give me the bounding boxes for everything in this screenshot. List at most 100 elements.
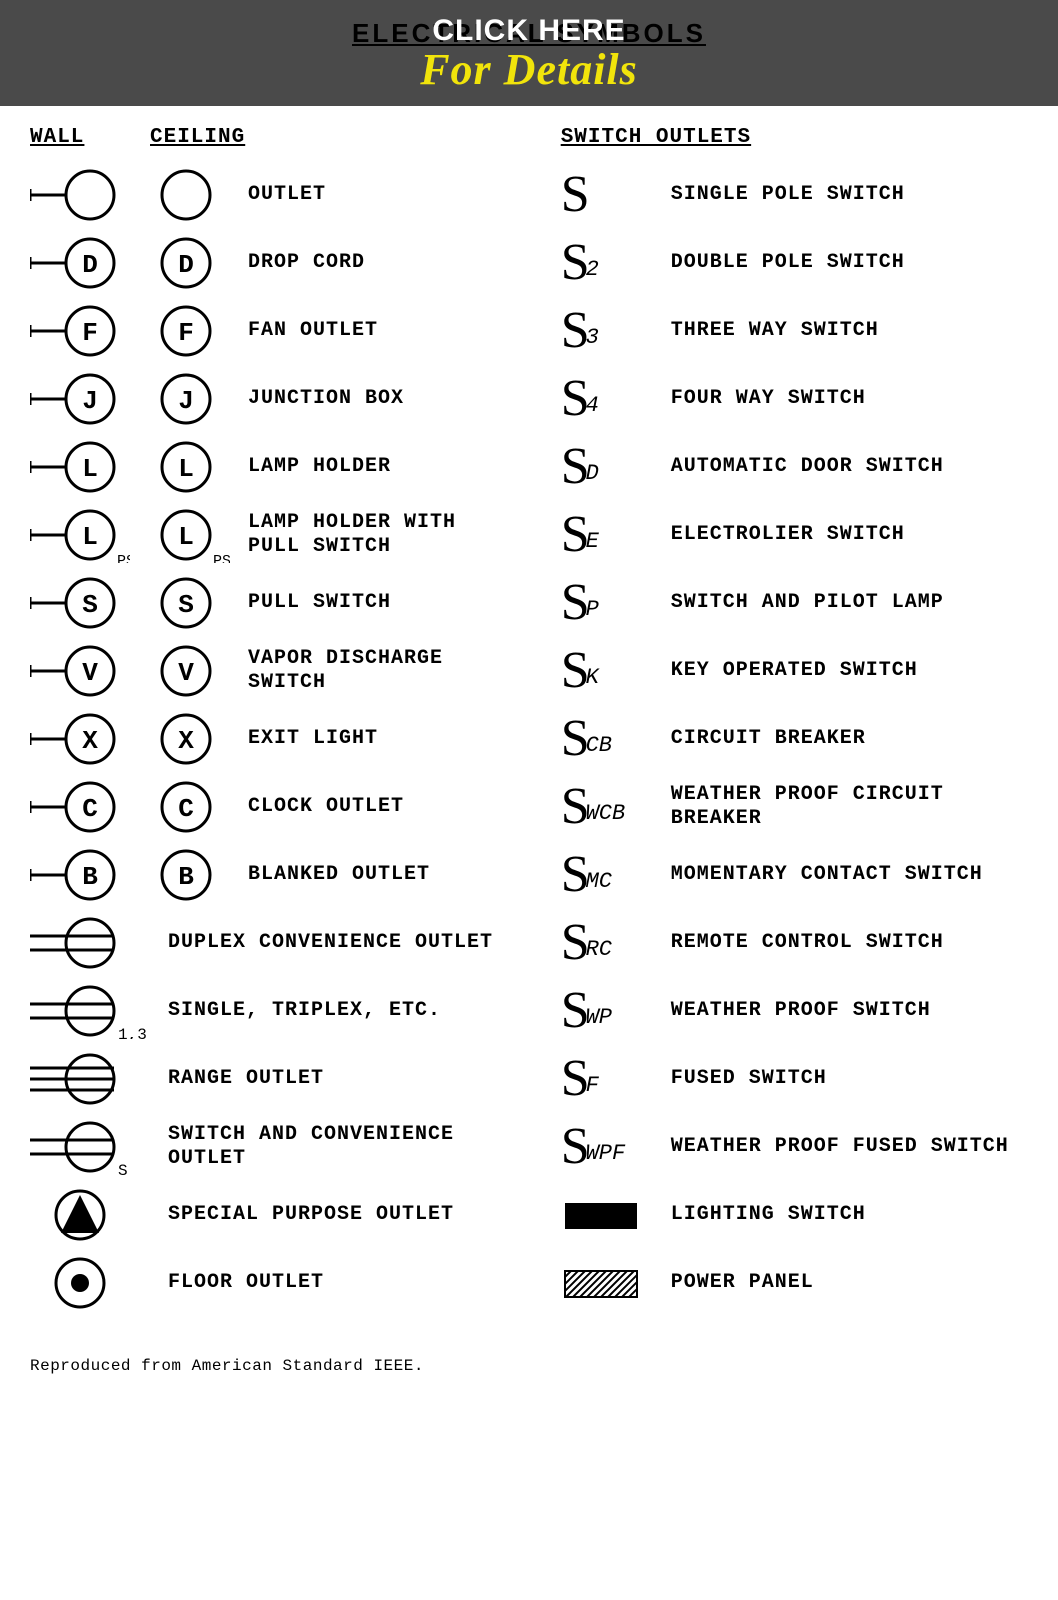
switch-label: KEY OPERATED SWITCH bbox=[661, 659, 1028, 683]
wall-symbol-icon: J bbox=[30, 371, 140, 427]
outlet-label: SPECIAL PURPOSE OUTLET bbox=[160, 1203, 521, 1227]
banner-click-here: CLICK HERE bbox=[0, 14, 1058, 48]
switch-row: SF FUSED SWITCH bbox=[561, 1045, 1028, 1113]
outlet-label: LAMP HOLDER bbox=[240, 455, 521, 479]
switch-row: SD AUTOMATIC DOOR SWITCH bbox=[561, 433, 1028, 501]
footer-attribution: Reproduced from American Standard IEEE. bbox=[30, 1357, 1028, 1375]
svg-text:L: L bbox=[178, 454, 194, 484]
svg-text:D: D bbox=[178, 250, 194, 280]
switch-symbol-icon: SK bbox=[561, 645, 661, 697]
outlet-column: WALL CEILING OUTLET D D DROP CORD F F bbox=[30, 126, 521, 1317]
ceiling-symbol-icon: LPS bbox=[140, 507, 240, 563]
switch-row: SWCB WEATHER PROOF CIRCUIT BREAKER bbox=[561, 773, 1028, 841]
switch-symbol-icon: SD bbox=[561, 441, 661, 493]
svg-text:X: X bbox=[82, 726, 98, 756]
switch-symbol-icon: SMC bbox=[561, 849, 661, 901]
svg-text:S: S bbox=[178, 590, 194, 620]
svg-text:L: L bbox=[82, 522, 98, 552]
wall-symbol-icon bbox=[30, 167, 140, 223]
wall-symbol-icon bbox=[30, 1051, 160, 1107]
outlet-label: EXIT LIGHT bbox=[240, 727, 521, 751]
ceiling-symbol-icon: B bbox=[140, 847, 240, 903]
outlet-row: V V VAPOR DISCHARGE SWITCH bbox=[30, 637, 521, 705]
ceiling-symbol-icon: F bbox=[140, 303, 240, 359]
svg-text:L: L bbox=[178, 522, 194, 552]
switch-row: S SINGLE POLE SWITCH bbox=[561, 161, 1028, 229]
switch-symbol-icon: SP bbox=[561, 577, 661, 629]
svg-text:F: F bbox=[178, 318, 194, 348]
switch-label: FUSED SWITCH bbox=[661, 1067, 1028, 1091]
wall-symbol-icon: L PS bbox=[30, 507, 140, 563]
switch-symbol-icon: SE bbox=[561, 509, 661, 561]
outlet-label: BLANKED OUTLET bbox=[240, 863, 521, 887]
svg-text:S: S bbox=[82, 590, 98, 620]
ceiling-symbol-icon: L bbox=[140, 439, 240, 495]
symbols-page: WALL CEILING OUTLET D D DROP CORD F F bbox=[0, 106, 1058, 1405]
switch-label: CIRCUIT BREAKER bbox=[661, 727, 1028, 751]
outlet-label: JUNCTION BOX bbox=[240, 387, 521, 411]
svg-text:B: B bbox=[82, 862, 98, 892]
ceiling-symbol-icon: X bbox=[140, 711, 240, 767]
wall-symbol-icon: 1,3 bbox=[30, 983, 160, 1039]
switch-label: WEATHER PROOF FUSED SWITCH bbox=[661, 1135, 1028, 1159]
outlet-row: 1,3 SINGLE, TRIPLEX, ETC. bbox=[30, 977, 521, 1045]
switch-symbol-icon: SWP bbox=[561, 985, 661, 1037]
svg-text:L: L bbox=[82, 454, 98, 484]
svg-text:C: C bbox=[82, 794, 98, 824]
outlet-row: X X EXIT LIGHT bbox=[30, 705, 521, 773]
switch-row: S2 DOUBLE POLE SWITCH bbox=[561, 229, 1028, 297]
header-wall: WALL bbox=[30, 126, 150, 149]
switch-symbol-icon: S4 bbox=[561, 373, 661, 425]
switch-row: S4 FOUR WAY SWITCH bbox=[561, 365, 1028, 433]
outlet-row: OUTLET bbox=[30, 161, 521, 229]
ceiling-symbol-icon: D bbox=[140, 235, 240, 291]
switch-symbol-icon: S bbox=[561, 169, 661, 221]
outlet-row: D D DROP CORD bbox=[30, 229, 521, 297]
switch-symbol-icon: S2 bbox=[561, 237, 661, 289]
svg-text:C: C bbox=[178, 794, 194, 824]
switch-label: THREE WAY SWITCH bbox=[661, 319, 1028, 343]
switch-symbol-icon: SWPF bbox=[561, 1121, 661, 1173]
switch-label: AUTOMATIC DOOR SWITCH bbox=[661, 455, 1028, 479]
svg-text:X: X bbox=[178, 726, 194, 756]
svg-text:V: V bbox=[178, 658, 194, 688]
panel-row: LIGHTING SWITCH bbox=[561, 1181, 1028, 1249]
svg-text:1,3: 1,3 bbox=[118, 1026, 147, 1039]
promo-banner[interactable]: ELECTRICAL SYMBOLS CLICK HERE For Detail… bbox=[0, 0, 1058, 106]
switch-label: SINGLE POLE SWITCH bbox=[661, 183, 1028, 207]
ceiling-symbol-icon: S bbox=[140, 575, 240, 631]
ceiling-symbol-icon: J bbox=[140, 371, 240, 427]
outlet-row: L L LAMP HOLDER bbox=[30, 433, 521, 501]
outlet-row: LPS LPS LAMP HOLDER WITH PULL SWITCH bbox=[30, 501, 521, 569]
switch-symbol-icon: SCB bbox=[561, 713, 661, 765]
switch-symbol-icon: SF bbox=[561, 1053, 661, 1105]
svg-text:F: F bbox=[82, 318, 98, 348]
outlet-label: SWITCH AND CONVENIENCE OUTLET bbox=[160, 1123, 521, 1171]
switch-symbol-icon: SWCB bbox=[561, 781, 661, 833]
outlet-row: FLOOR OUTLET bbox=[30, 1249, 521, 1317]
outlet-row: B B BLANKED OUTLET bbox=[30, 841, 521, 909]
wall-symbol-icon: X bbox=[30, 711, 140, 767]
outlet-label: DROP CORD bbox=[240, 251, 521, 275]
switch-row: SWP WEATHER PROOF SWITCH bbox=[561, 977, 1028, 1045]
outlet-label: CLOCK OUTLET bbox=[240, 795, 521, 819]
wall-symbol-icon: F bbox=[30, 303, 140, 359]
svg-text:B: B bbox=[178, 862, 194, 892]
outlet-label: DUPLEX CONVENIENCE OUTLET bbox=[160, 931, 521, 955]
ceiling-symbol-icon: V bbox=[140, 643, 240, 699]
outlet-row: F F FAN OUTLET bbox=[30, 297, 521, 365]
banner-for-details: For Details bbox=[0, 44, 1058, 95]
outlet-label: RANGE OUTLET bbox=[160, 1067, 521, 1091]
switch-label: SWITCH AND PILOT LAMP bbox=[661, 591, 1028, 615]
svg-text:PS: PS bbox=[117, 553, 130, 563]
wall-symbol-icon bbox=[30, 1255, 160, 1311]
outlet-label: PULL SWITCH bbox=[240, 591, 521, 615]
ceiling-symbol-icon bbox=[140, 167, 240, 223]
outlet-row: S SWITCH AND CONVENIENCE OUTLET bbox=[30, 1113, 521, 1181]
switch-row: SMC MOMENTARY CONTACT SWITCH bbox=[561, 841, 1028, 909]
outlet-row: J J JUNCTION BOX bbox=[30, 365, 521, 433]
wall-symbol-icon bbox=[30, 1187, 160, 1243]
svg-text:D: D bbox=[82, 250, 98, 280]
switch-row: SE ELECTROLIER SWITCH bbox=[561, 501, 1028, 569]
switch-label: WEATHER PROOF SWITCH bbox=[661, 999, 1028, 1023]
